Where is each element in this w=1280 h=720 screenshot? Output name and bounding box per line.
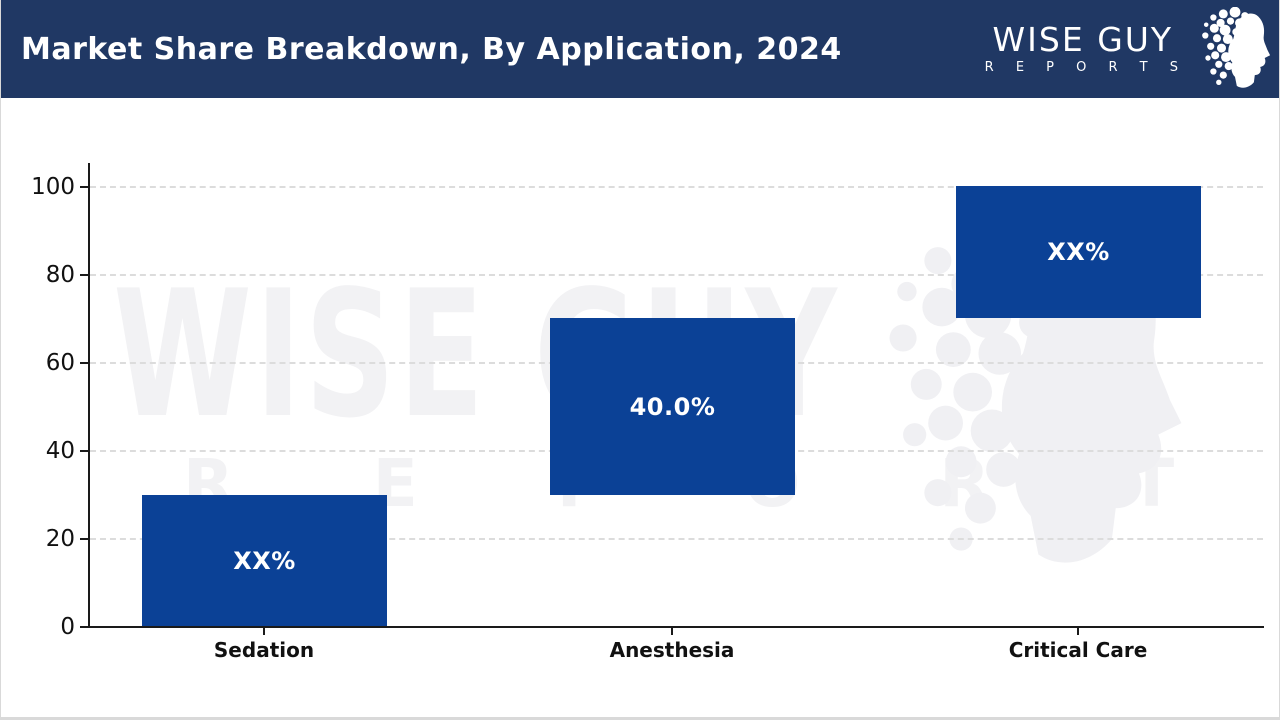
y-tick bbox=[80, 186, 88, 188]
y-tick-label: 60 bbox=[45, 350, 75, 376]
gridline-80 bbox=[90, 274, 1263, 276]
bar-value-label: XX% bbox=[1047, 238, 1110, 266]
y-tick bbox=[80, 274, 88, 276]
x-tick bbox=[671, 628, 673, 635]
logo-wordmark: WISE GUY bbox=[992, 20, 1174, 59]
x-tick bbox=[263, 628, 265, 635]
y-tick-label: 40 bbox=[45, 438, 75, 464]
x-label-critical-care: Critical Care bbox=[1008, 638, 1148, 662]
bar-anesthesia: 40.0% bbox=[550, 318, 795, 495]
y-tick-label: 100 bbox=[31, 174, 75, 200]
y-axis-line bbox=[88, 163, 90, 628]
y-tick bbox=[80, 362, 88, 364]
x-label-sedation: Sedation bbox=[213, 638, 315, 662]
y-tick-label: 0 bbox=[60, 614, 75, 640]
bar-critical-care: XX% bbox=[956, 186, 1201, 318]
bar-sedation: XX% bbox=[142, 495, 387, 627]
x-tick bbox=[1077, 628, 1079, 635]
logo-subtitle: R E P O R T S bbox=[984, 60, 1187, 75]
y-tick-label: 20 bbox=[45, 526, 75, 552]
wise-guy-logo: WISE GUY R E P O R T S bbox=[979, 7, 1271, 91]
y-tick bbox=[80, 626, 88, 628]
x-label-anesthesia: Anesthesia bbox=[609, 638, 735, 662]
dotted-face-logo-icon bbox=[1181, 7, 1271, 91]
y-tick bbox=[80, 450, 88, 452]
gridline-20 bbox=[90, 538, 1263, 540]
bar-value-label: XX% bbox=[233, 547, 296, 575]
y-tick-label: 80 bbox=[45, 262, 75, 288]
logo-text: WISE GUY R E P O R T S bbox=[979, 23, 1187, 75]
y-tick bbox=[80, 538, 88, 540]
page-title: Market Share Breakdown, By Application, … bbox=[21, 31, 842, 67]
gridline-100 bbox=[90, 186, 1263, 188]
bar-value-label: 40.0% bbox=[629, 392, 716, 421]
header-bar: Market Share Breakdown, By Application, … bbox=[1, 0, 1279, 98]
x-axis-line bbox=[88, 626, 1264, 628]
